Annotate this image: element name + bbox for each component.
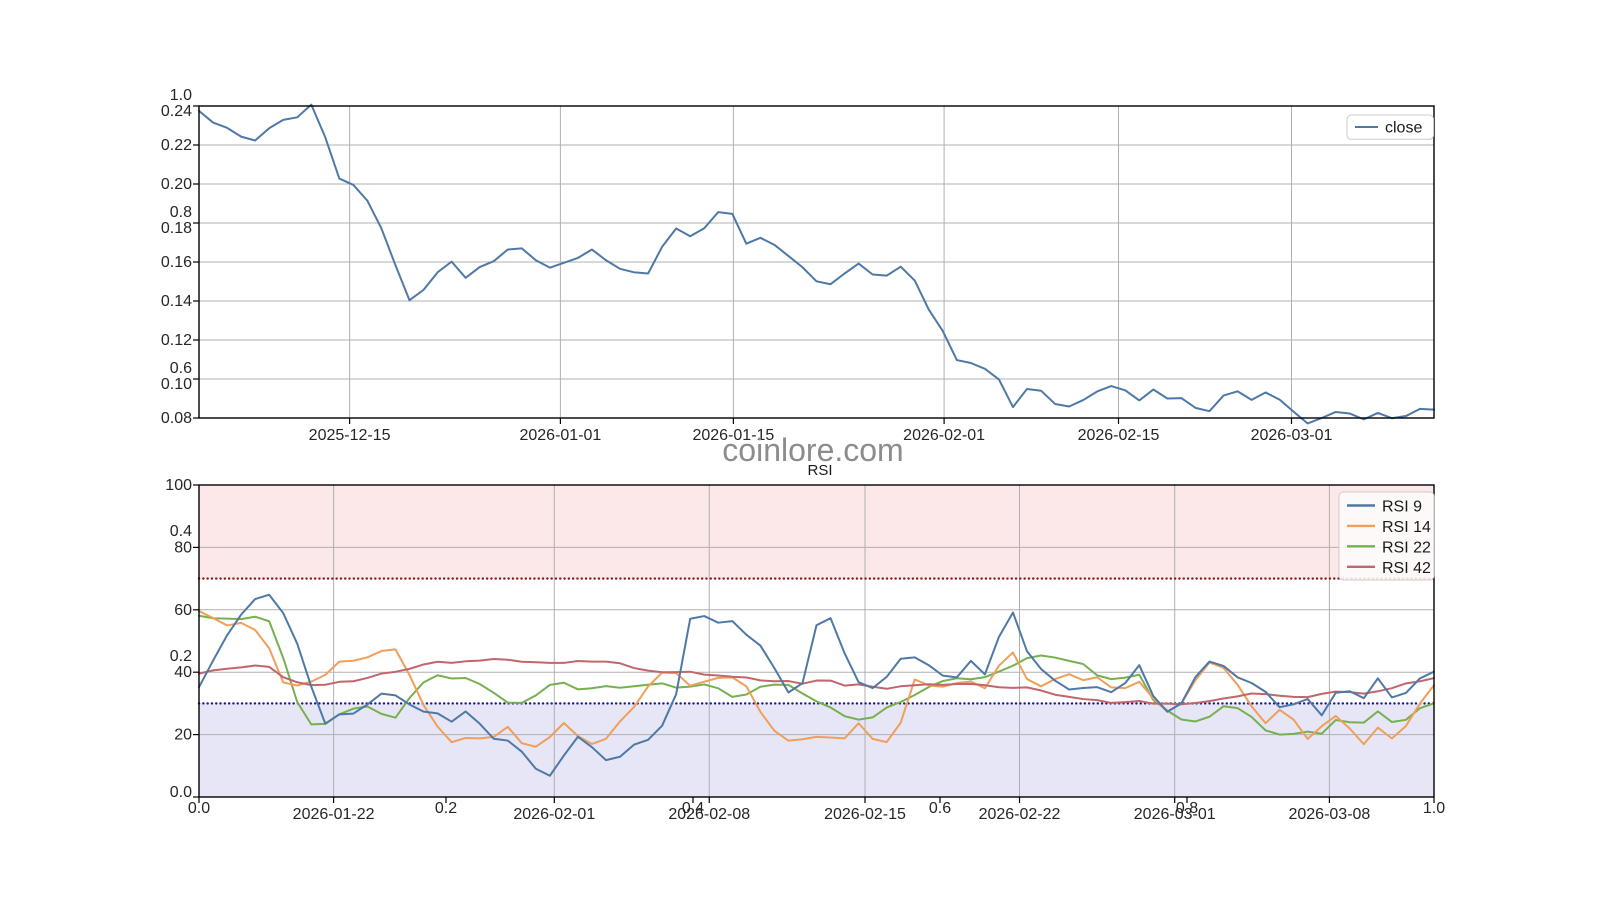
svg-text:20: 20 bbox=[174, 727, 192, 744]
svg-text:0.4: 0.4 bbox=[170, 523, 192, 540]
svg-text:2025-12-15: 2025-12-15 bbox=[309, 427, 391, 444]
svg-text:RSI 22: RSI 22 bbox=[1382, 539, 1431, 556]
svg-text:2026-03-01: 2026-03-01 bbox=[1251, 427, 1333, 444]
svg-text:0.2: 0.2 bbox=[170, 648, 192, 665]
svg-text:1.0: 1.0 bbox=[170, 87, 192, 104]
svg-text:0.2: 0.2 bbox=[435, 800, 457, 817]
svg-text:0.24: 0.24 bbox=[161, 103, 192, 120]
svg-text:80: 80 bbox=[174, 539, 192, 556]
svg-text:0.22: 0.22 bbox=[161, 137, 192, 154]
svg-text:close: close bbox=[1385, 120, 1422, 137]
svg-text:0.0: 0.0 bbox=[188, 800, 210, 817]
svg-text:2026-02-08: 2026-02-08 bbox=[668, 806, 750, 823]
svg-text:0.18: 0.18 bbox=[161, 220, 192, 237]
svg-text:2026-01-22: 2026-01-22 bbox=[293, 806, 375, 823]
svg-text:0.0: 0.0 bbox=[170, 784, 192, 801]
svg-text:RSI 14: RSI 14 bbox=[1382, 519, 1431, 536]
svg-text:2026-02-15: 2026-02-15 bbox=[1078, 427, 1160, 444]
svg-text:0.6: 0.6 bbox=[929, 800, 951, 817]
svg-text:2026-02-01: 2026-02-01 bbox=[903, 427, 985, 444]
svg-text:0.6: 0.6 bbox=[170, 360, 192, 377]
svg-text:2026-03-08: 2026-03-08 bbox=[1288, 806, 1370, 823]
svg-text:40: 40 bbox=[174, 664, 192, 681]
svg-text:0.10: 0.10 bbox=[161, 376, 192, 393]
svg-text:2026-02-01: 2026-02-01 bbox=[513, 806, 595, 823]
svg-text:2026-01-01: 2026-01-01 bbox=[519, 427, 601, 444]
svg-text:RSI 42: RSI 42 bbox=[1382, 560, 1431, 577]
svg-text:2026-03-01: 2026-03-01 bbox=[1134, 806, 1216, 823]
svg-text:1.0: 1.0 bbox=[1423, 800, 1445, 817]
svg-text:100: 100 bbox=[165, 477, 192, 494]
svg-text:0.14: 0.14 bbox=[161, 293, 192, 310]
svg-text:0.8: 0.8 bbox=[170, 204, 192, 221]
svg-text:RSI: RSI bbox=[807, 462, 832, 479]
svg-text:0.08: 0.08 bbox=[161, 410, 192, 427]
svg-text:2026-02-15: 2026-02-15 bbox=[824, 806, 906, 823]
svg-text:0.16: 0.16 bbox=[161, 254, 192, 271]
svg-text:0.12: 0.12 bbox=[161, 332, 192, 349]
svg-text:2026-02-22: 2026-02-22 bbox=[979, 806, 1061, 823]
svg-text:0.20: 0.20 bbox=[161, 176, 192, 193]
svg-text:60: 60 bbox=[174, 602, 192, 619]
svg-text:RSI 9: RSI 9 bbox=[1382, 499, 1422, 516]
